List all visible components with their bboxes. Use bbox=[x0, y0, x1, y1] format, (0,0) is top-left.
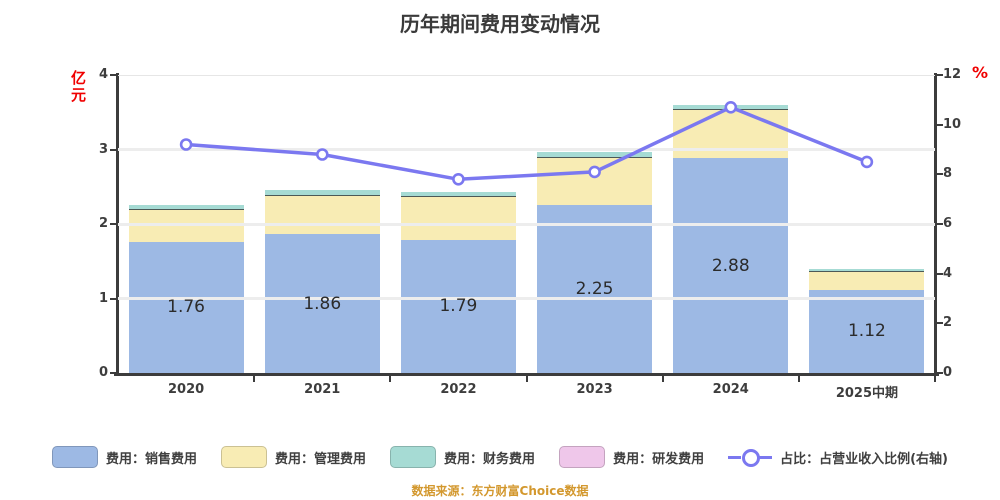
left-axis-tick bbox=[110, 223, 116, 225]
stacked-bar-2023[interactable] bbox=[537, 75, 653, 373]
left-axis-unit: 亿元 bbox=[69, 70, 87, 104]
x-tick-label: 2024 bbox=[712, 382, 749, 397]
right-axis-tick bbox=[937, 173, 943, 176]
bar-segment-series-1[interactable] bbox=[809, 289, 925, 373]
right-axis-tick bbox=[937, 322, 943, 325]
bar-value-label: 1.12 bbox=[847, 321, 886, 342]
bar-segment-series-3[interactable] bbox=[400, 191, 516, 198]
stacked-bar-2020[interactable] bbox=[128, 75, 244, 373]
right-y-tick-label: 6 bbox=[943, 216, 953, 231]
percentage-line bbox=[184, 105, 869, 182]
right-y-tick-label: 8 bbox=[943, 166, 953, 182]
x-tick-label: 2020 bbox=[167, 382, 205, 397]
left-y-tick-label: 2 bbox=[98, 216, 108, 231]
line-marker[interactable] bbox=[179, 138, 193, 151]
legend-swatch-pink bbox=[559, 446, 606, 468]
legend-swatch-teal bbox=[390, 446, 437, 468]
legend-item-line[interactable]: 占比：占营业收入比例(右轴) bbox=[728, 446, 948, 468]
x-tick-label: 2025中期 bbox=[835, 386, 898, 401]
line-marker[interactable] bbox=[316, 148, 329, 161]
line-marker[interactable] bbox=[588, 165, 601, 179]
chart-title: 历年期间费用变动情况 bbox=[400, 12, 600, 36]
right-y-tick-label: 2 bbox=[943, 315, 953, 331]
x-axis-tick bbox=[389, 376, 392, 382]
data-source-note: 数据来源：东方财富Choice数据 bbox=[411, 484, 589, 498]
legend-label: 费用：管理费用 bbox=[275, 451, 367, 467]
bar-value-label: 2.25 bbox=[575, 279, 614, 300]
left-axis-tick bbox=[110, 297, 116, 300]
right-y-tick-label: 12 bbox=[943, 67, 962, 82]
bar-value-label: 2.88 bbox=[711, 255, 750, 276]
x-tick-label: 2021 bbox=[304, 382, 341, 397]
legend-item-series-1[interactable]: 费用：销售费用 bbox=[52, 446, 197, 468]
legend-item-series-3[interactable]: 费用：财务费用 bbox=[390, 446, 535, 468]
left-y-tick-label: 1 bbox=[98, 290, 108, 306]
bar-segment-series-1[interactable] bbox=[264, 234, 380, 373]
x-axis-tick bbox=[797, 376, 800, 382]
bar-value-label: 1.86 bbox=[303, 293, 342, 314]
x-tick-label: 2023 bbox=[576, 382, 613, 397]
gridline bbox=[118, 297, 935, 300]
gridline bbox=[118, 148, 935, 151]
bar-segment-series-3[interactable] bbox=[809, 268, 925, 273]
legend-label: 费用：销售费用 bbox=[106, 451, 198, 467]
gridline bbox=[118, 222, 935, 226]
left-y-axis bbox=[116, 73, 119, 376]
right-axis-tick bbox=[937, 223, 943, 225]
legend: 费用：销售费用 费用：管理费用 费用：财务费用 费用：研发费用 占比：占营业收入… bbox=[0, 446, 1000, 468]
bar-segment-series-2[interactable] bbox=[128, 209, 244, 242]
bar-segment-series-1[interactable] bbox=[128, 241, 244, 373]
bar-value-label: 1.79 bbox=[439, 296, 478, 317]
plot-area: 1.76 1.86 1.79 2.25 2.88 1.12 bbox=[118, 75, 935, 373]
left-axis-tick bbox=[110, 148, 116, 151]
right-axis-tick bbox=[937, 272, 943, 275]
plot-top-border bbox=[118, 75, 935, 76]
left-y-tick-label: 4 bbox=[98, 67, 108, 82]
x-axis-tick bbox=[253, 376, 256, 382]
left-axis-tick bbox=[110, 74, 116, 76]
left-y-tick-label: 3 bbox=[98, 141, 108, 157]
bar-value-label: 1.76 bbox=[167, 297, 206, 318]
x-axis-tick bbox=[934, 376, 936, 382]
stacked-bar-2025中期[interactable] bbox=[809, 75, 925, 373]
legend-item-series-2[interactable]: 费用：管理费用 bbox=[221, 446, 366, 468]
line-marker-icon bbox=[728, 446, 773, 468]
bar-segment-series-3[interactable] bbox=[537, 151, 653, 158]
legend-swatch-blue bbox=[52, 446, 99, 468]
legend-swatch-yellow bbox=[221, 446, 268, 468]
percentage-line-layer bbox=[179, 100, 874, 186]
right-axis-tick bbox=[937, 123, 943, 126]
bar-segment-series-1[interactable] bbox=[673, 158, 789, 373]
right-y-tick-label: 0 bbox=[943, 365, 953, 380]
right-y-tick-label: 10 bbox=[943, 116, 962, 132]
line-marker[interactable] bbox=[860, 155, 874, 169]
legend-label: 费用：财务费用 bbox=[444, 451, 536, 467]
x-axis-tick bbox=[525, 376, 528, 382]
x-axis bbox=[114, 373, 939, 376]
legend-item-series-4[interactable]: 费用：研发费用 bbox=[559, 446, 704, 468]
bar-segment-series-3[interactable] bbox=[128, 204, 244, 210]
bar-segment-series-2[interactable] bbox=[264, 196, 380, 235]
bar-segment-series-2[interactable] bbox=[400, 197, 516, 240]
bar-segment-series-1[interactable] bbox=[400, 239, 516, 373]
right-y-tick-label: 4 bbox=[943, 265, 953, 281]
right-axis-tick bbox=[937, 74, 943, 76]
left-y-tick-label: 0 bbox=[98, 365, 108, 380]
legend-label: 占比：占营业收入比例(右轴) bbox=[780, 451, 948, 467]
x-axis-tick bbox=[661, 376, 664, 382]
bar-segment-series-3[interactable] bbox=[264, 190, 380, 197]
stacked-bar-2021[interactable] bbox=[264, 75, 380, 373]
left-axis-tick bbox=[110, 372, 116, 374]
bar-segment-series-1[interactable] bbox=[537, 205, 653, 373]
bar-segment-series-2[interactable] bbox=[809, 272, 925, 290]
right-axis-unit: % bbox=[972, 63, 989, 82]
line-marker[interactable] bbox=[452, 173, 465, 186]
line-marker[interactable] bbox=[724, 100, 738, 114]
legend-label: 费用：研发费用 bbox=[613, 451, 705, 467]
stacked-bar-2022[interactable] bbox=[400, 75, 516, 373]
right-axis-tick bbox=[937, 372, 943, 374]
right-y-axis bbox=[934, 73, 937, 376]
x-tick-label: 2022 bbox=[440, 382, 477, 397]
